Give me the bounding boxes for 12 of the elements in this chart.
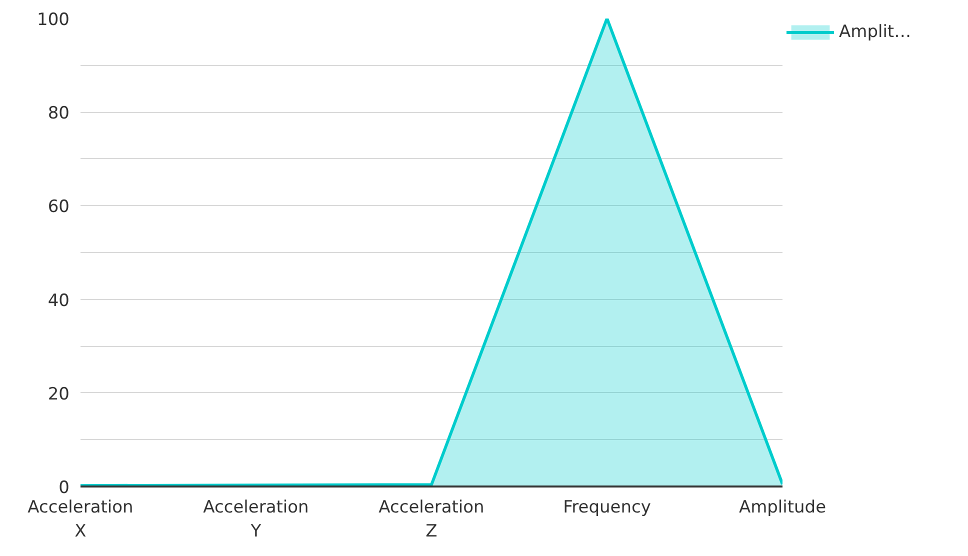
- x-tick-label: Acceleration Y: [203, 498, 309, 542]
- y-tick-label: 0: [58, 478, 70, 498]
- y-tick-label: 20: [48, 384, 70, 404]
- x-tick-label: Acceleration Z: [378, 498, 484, 542]
- y-tick-label: 100: [37, 10, 70, 30]
- x-tick-label: Frequency: [563, 498, 651, 518]
- y-tick-label: 80: [48, 104, 70, 124]
- x-tick-label: Amplitude: [738, 498, 826, 518]
- x-tick-label: Acceleration X: [28, 498, 134, 542]
- legend-label: Amplit…: [839, 22, 912, 42]
- y-tick-label: 40: [48, 290, 70, 311]
- y-tick-label: 60: [48, 197, 70, 218]
